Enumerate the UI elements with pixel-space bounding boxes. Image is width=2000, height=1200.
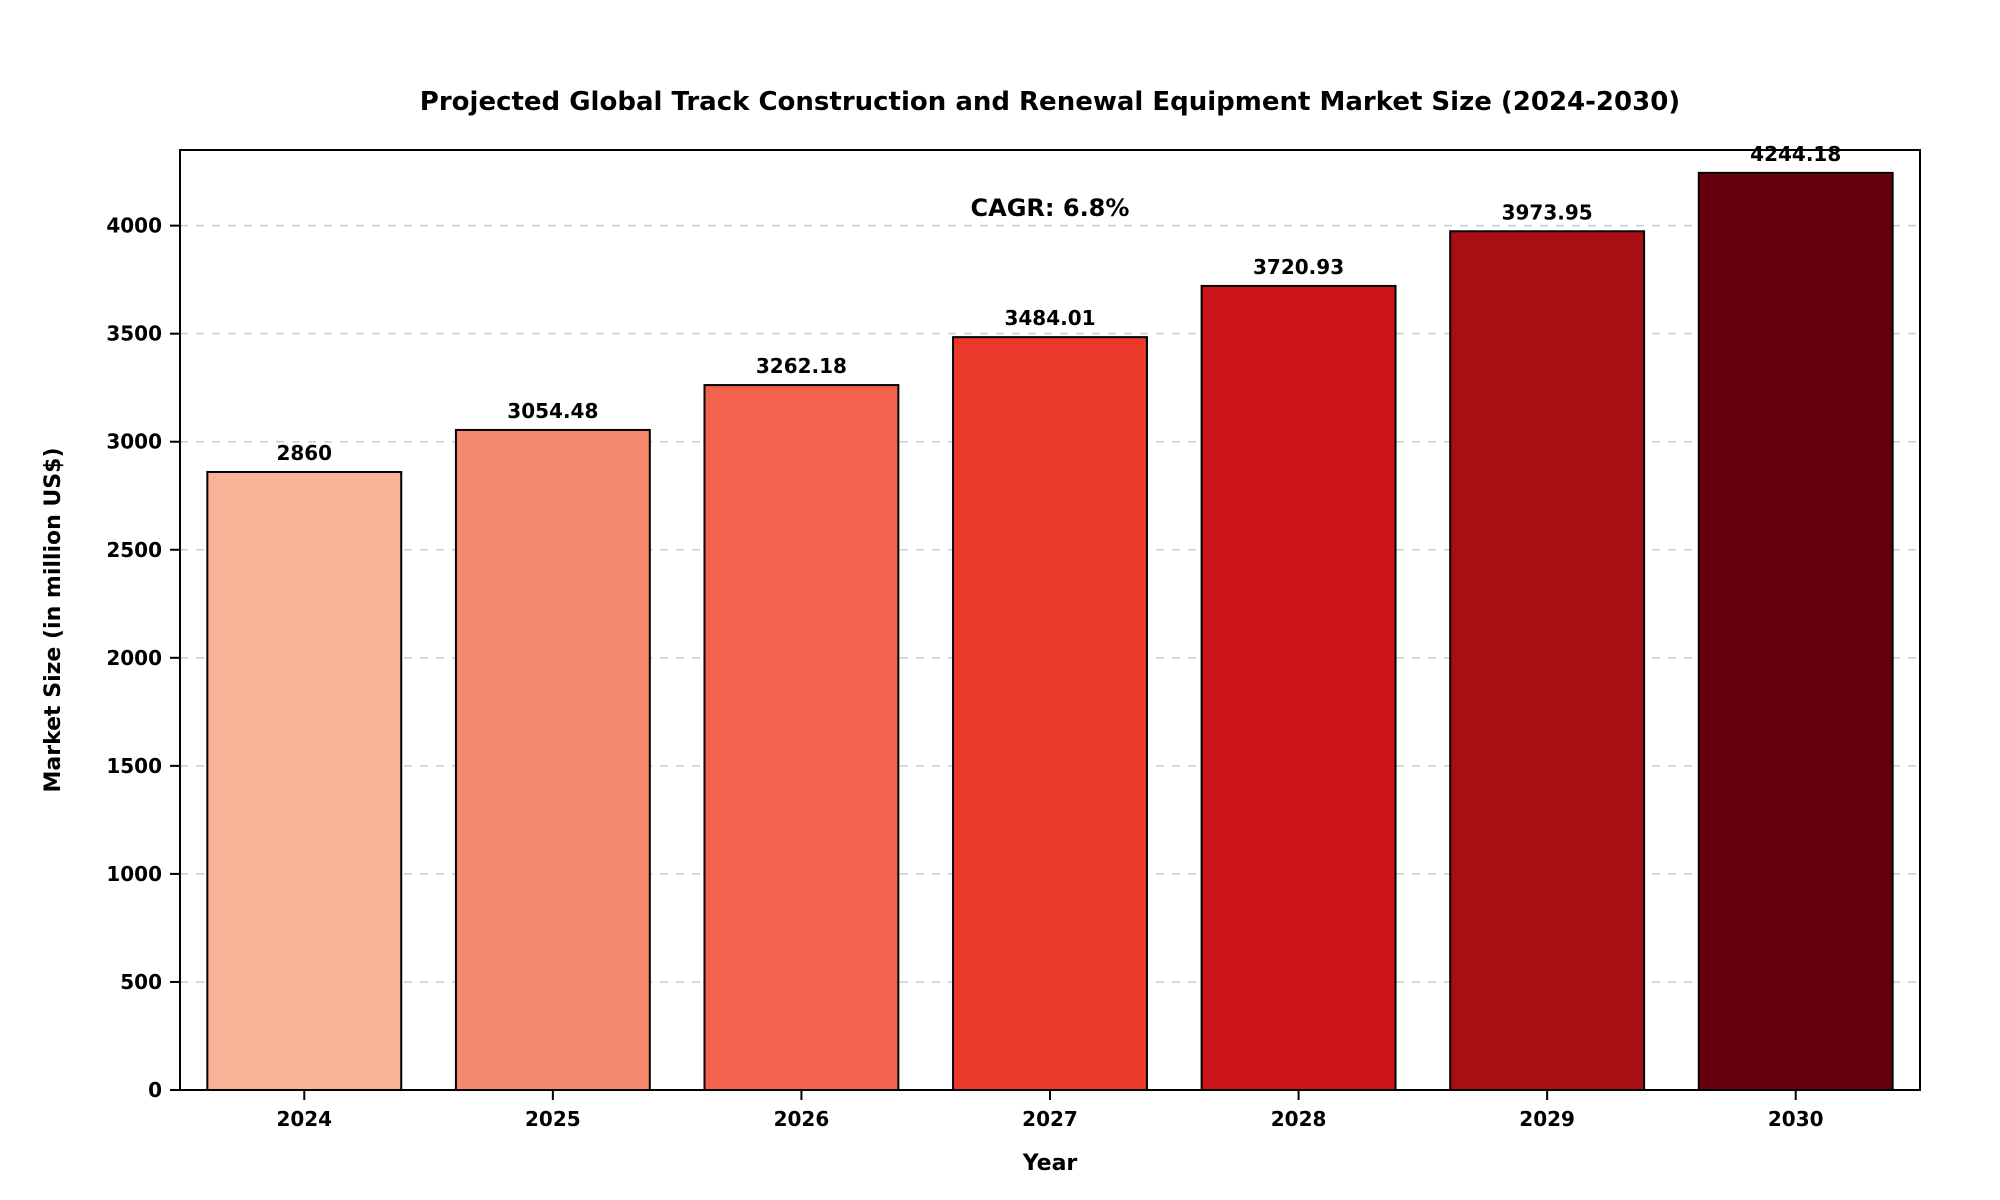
x-axis-label: Year	[1022, 1151, 1078, 1176]
x-tick-label: 2026	[774, 1107, 830, 1131]
chart-title: Projected Global Track Construction and …	[420, 87, 1680, 117]
bar	[1202, 286, 1396, 1090]
bar	[953, 337, 1147, 1090]
x-tick-label: 2030	[1768, 1107, 1824, 1131]
y-tick-label: 1500	[106, 754, 162, 778]
bar-value-label: 3484.01	[1004, 306, 1095, 330]
bar-value-label: 3262.18	[756, 354, 847, 378]
chart-container: 2860 2024 3054.48 2025 3262.18 2026 3484.01 202…	[0, 0, 2000, 1200]
x-tick-label: 2029	[1519, 1107, 1575, 1131]
bar-value-label: 2860	[276, 441, 332, 465]
bar	[1450, 231, 1644, 1090]
bar-value-label: 3973.95	[1502, 200, 1593, 224]
y-tick-label: 4000	[106, 214, 162, 238]
y-tick-label: 2500	[106, 538, 162, 562]
x-tick-label: 2028	[1271, 1107, 1327, 1131]
y-tick-label: 1000	[106, 862, 162, 886]
cagr-annotation: CAGR: 6.8%	[971, 194, 1130, 222]
y-axis-label: Market Size (in million US$)	[41, 447, 66, 792]
x-tick-label: 2027	[1022, 1107, 1078, 1131]
bar	[704, 385, 898, 1090]
y-tick-label: 0	[148, 1078, 162, 1102]
bar	[456, 430, 650, 1090]
bar-value-label: 3720.93	[1253, 255, 1344, 279]
y-tick-label: 2000	[106, 646, 162, 670]
bar	[1699, 173, 1893, 1090]
y-tick-label: 500	[120, 970, 162, 994]
bar-value-label: 3054.48	[507, 399, 598, 423]
y-tick-label: 3000	[106, 430, 162, 454]
x-tick-label: 2025	[525, 1107, 581, 1131]
chart-svg: 2860 2024 3054.48 2025 3262.18 2026 3484.01 202…	[0, 0, 2000, 1200]
bar-value-label: 4244.18	[1750, 142, 1841, 166]
x-tick-label: 2024	[276, 1107, 332, 1131]
y-tick-label: 3500	[106, 322, 162, 346]
bar	[207, 472, 401, 1090]
